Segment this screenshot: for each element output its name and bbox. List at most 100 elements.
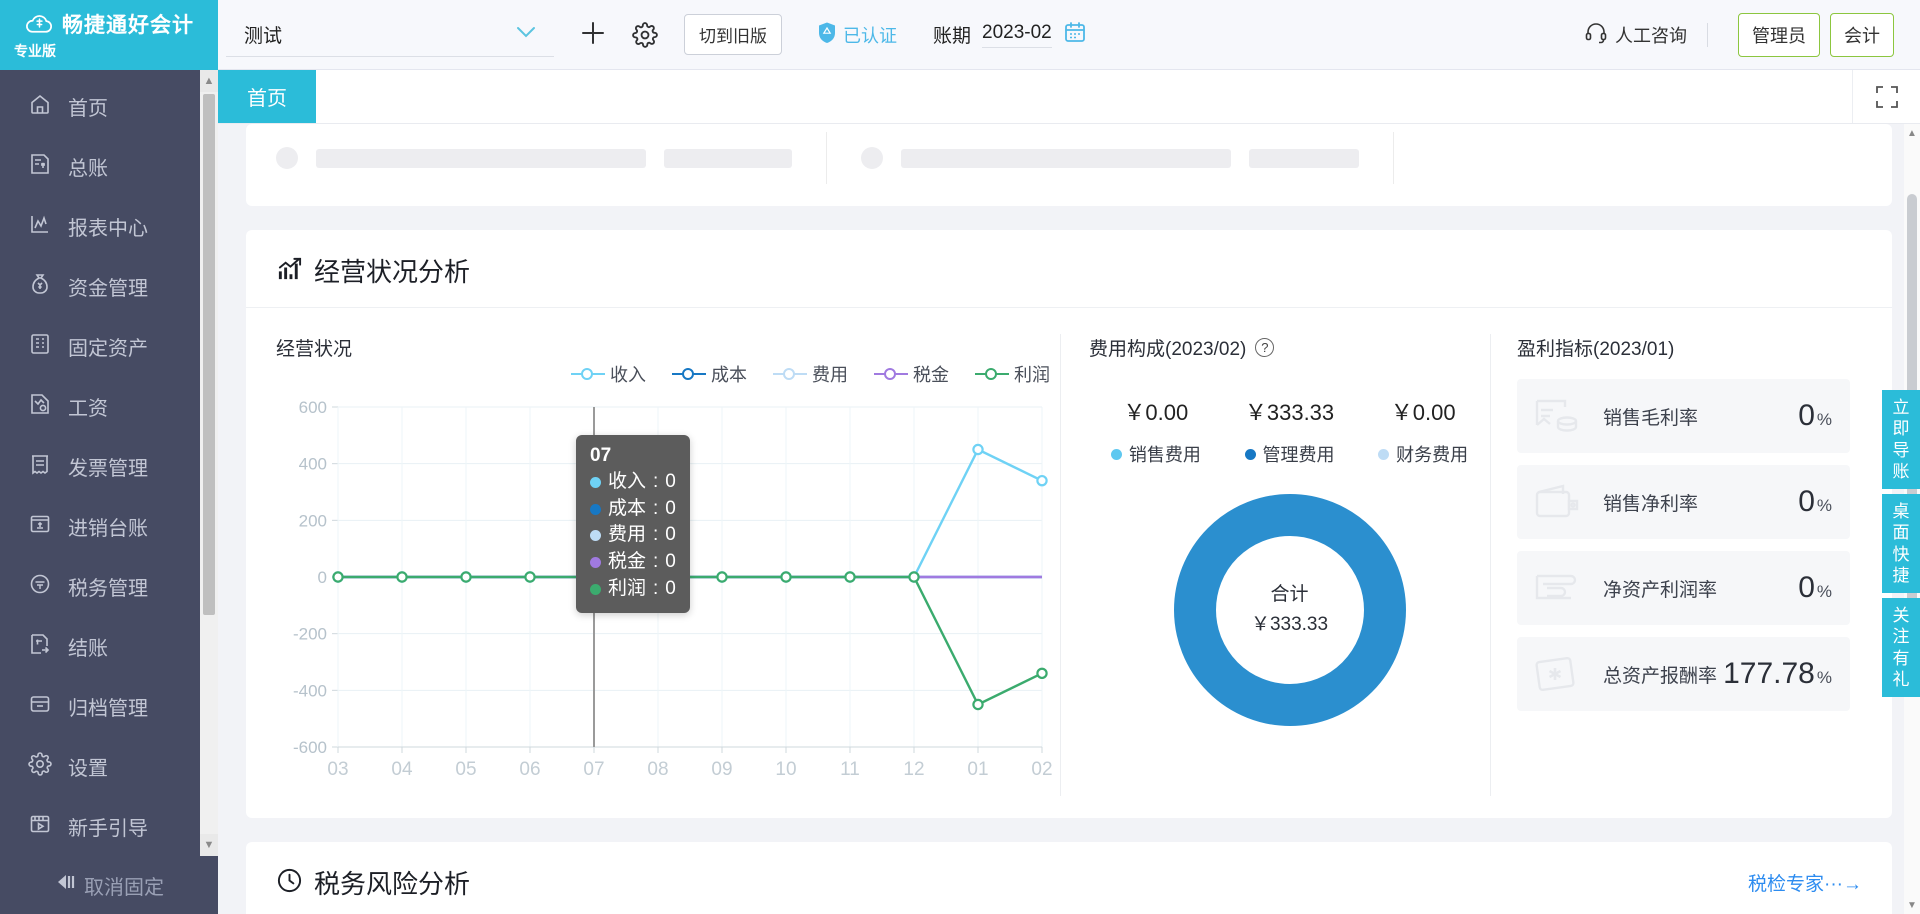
tab-home[interactable]: 首页 — [218, 70, 316, 123]
fullscreen-icon[interactable] — [1852, 70, 1920, 123]
tab-strip: 首页 — [218, 70, 1920, 124]
sidebar-item-label: 归档管理 — [68, 697, 148, 720]
sidebar-item-invoice[interactable]: 发票管理 — [0, 436, 218, 496]
placeholder-group — [276, 147, 792, 169]
float-button-follow-gift[interactable]: 关注 有礼 — [1882, 598, 1920, 697]
placeholder-group — [861, 147, 1359, 169]
sidebar-item-home[interactable]: 首页 — [0, 76, 218, 136]
tooltip-dot-icon — [590, 503, 601, 515]
sidebar-item-label: 进销台账 — [68, 517, 148, 540]
placeholder-bar — [901, 148, 1231, 168]
expense-label: 财务费用 — [1396, 445, 1469, 465]
tooltip-dot-icon — [590, 476, 601, 488]
sidebar-item-funds[interactable]: 资金管理 — [0, 256, 218, 316]
header-divider — [1707, 22, 1708, 47]
profit-row-net-margin[interactable]: 销售净利率 0 % — [1517, 465, 1850, 539]
float-button-line2: 有礼 — [1892, 648, 1910, 689]
donut-chart[interactable]: 合计 ￥333.33 — [1089, 485, 1490, 735]
tab-strip-spacer — [316, 70, 1852, 123]
svg-text:11: 11 — [840, 759, 860, 780]
placeholder-avatar — [861, 147, 883, 169]
page-title: 经营状况分析 — [314, 257, 471, 287]
scroll-down-arrow-icon[interactable]: ▼ — [200, 834, 218, 856]
sidebar-item-reports[interactable]: 报表中心 — [0, 196, 218, 256]
donut-total-value: ￥333.33 — [1250, 614, 1329, 635]
question-mark-icon[interactable]: ? — [1255, 338, 1275, 357]
profit-row-gross-margin[interactable]: 销售毛利率 0 % — [1517, 379, 1850, 453]
collapse-sidebar-label: 取消固定 — [84, 876, 164, 899]
tooltip-value: 0 — [665, 524, 676, 546]
legend-item-revenue[interactable]: 收入 — [571, 361, 646, 387]
legend-item-tax[interactable]: 税金 — [874, 361, 949, 387]
sidebar-scrollbar[interactable]: ▲ ▼ — [200, 70, 218, 856]
svg-text:0: 0 — [318, 568, 327, 587]
tax-risk-title: 税务风险分析 — [314, 869, 471, 899]
legend-item-cost[interactable]: 成本 — [672, 361, 747, 387]
line-chart[interactable]: 600 400 200 0 -200 -400 -600 03 04 05 06 07 08 09 10 11… — [276, 391, 1060, 796]
profit-row-label: 净资产利润率 — [1603, 579, 1718, 601]
profit-row-asset-return[interactable]: 总资产报酬率 177.78 % — [1517, 637, 1850, 711]
legend-item-expense[interactable]: 费用 — [773, 361, 848, 387]
float-button-import[interactable]: 立即 导账 — [1882, 390, 1920, 489]
profit-row-unit: % — [1816, 410, 1832, 429]
sidebar-scroll-thumb[interactable] — [203, 94, 215, 615]
tooltip-axis-label: 07 — [590, 445, 612, 466]
role-accountant-button[interactable]: 会计 — [1830, 12, 1894, 57]
profit-row-equity-return[interactable]: 净资产利润率 0 % — [1517, 551, 1850, 625]
account-book-selector[interactable]: 测试 — [226, 13, 554, 57]
legend-marker-icon — [874, 367, 908, 381]
sidebar-item-guide[interactable]: 新手引导 — [0, 796, 218, 856]
svg-text:04: 04 — [391, 759, 413, 780]
tooltip-dot-icon — [590, 583, 601, 595]
sidebar-item-inventory[interactable]: 进销台账 — [0, 496, 218, 556]
placeholder-bar — [316, 148, 646, 168]
collapse-sidebar-button[interactable]: 取消固定 — [0, 856, 218, 914]
switch-old-version-button[interactable]: 切到旧版 — [684, 14, 782, 55]
tax-expert-link[interactable]: 税检专家···→ — [1748, 874, 1862, 895]
brand-edition: 专业版 — [14, 42, 56, 59]
scroll-up-arrow-icon[interactable]: ▲ — [200, 70, 218, 92]
plus-icon[interactable] — [580, 20, 606, 50]
tooltip-name: 成本 — [608, 497, 647, 519]
page-scroll-down-icon[interactable]: ▼ — [1907, 899, 1917, 911]
support-button[interactable]: 人工咨询 — [1584, 20, 1687, 49]
legend-item-profit[interactable]: 利润 — [975, 361, 1050, 387]
expense-label-wrap: 管理费用 — [1223, 441, 1357, 467]
float-button-desktop-shortcut[interactable]: 桌面 快捷 — [1882, 494, 1920, 593]
legend-label: 收入 — [610, 365, 646, 385]
sidebar-item-payroll[interactable]: 工资 — [0, 376, 218, 436]
tooltip-value: 0 — [665, 577, 676, 599]
pin-collapse-icon — [54, 873, 80, 897]
tooltip-name: 费用 — [608, 524, 647, 546]
calendar-icon[interactable] — [1063, 20, 1087, 49]
svg-text:07: 07 — [583, 759, 604, 780]
expense-item: ￥0.00 销售费用 — [1089, 395, 1223, 467]
period-value[interactable]: 2023-02 — [982, 22, 1052, 48]
donut-total-label: 合计 — [1270, 583, 1309, 605]
gear-icon[interactable] — [632, 21, 658, 48]
profit-row-label: 销售净利率 — [1603, 493, 1699, 515]
profit-row-value: 177.78 — [1723, 657, 1815, 690]
chart-tooltip: 07 收入: 0 成本: 0 — [576, 435, 690, 614]
net-margin-icon — [1529, 474, 1585, 530]
floating-action-buttons: 立即 导账 桌面 快捷 关注 有礼 — [1882, 390, 1920, 702]
float-button-line1: 关注 — [1892, 606, 1910, 647]
page-scroll-up-icon[interactable]: ▲ — [1907, 127, 1917, 139]
profitability-list: 销售毛利率 0 % — [1517, 379, 1850, 711]
sidebar-item-fixed-assets[interactable]: 固定资产 — [0, 316, 218, 376]
placeholder-divider — [826, 132, 827, 184]
expense-amount: ￥0.00 — [1390, 400, 1456, 425]
sidebar-item-archive[interactable]: 归档管理 — [0, 676, 218, 736]
sidebar-item-settings[interactable]: 设置 — [0, 736, 218, 796]
donut-center-text: 合计 ￥333.33 — [1251, 580, 1328, 641]
ledger-icon — [28, 152, 52, 181]
report-chart-icon — [28, 212, 52, 241]
sidebar-item-closing[interactable]: 结账 — [0, 616, 218, 676]
certified-badge[interactable]: 已认证 — [816, 21, 897, 49]
sidebar-item-tax[interactable]: 税务管理 — [0, 556, 218, 616]
sidebar-item-ledger[interactable]: 总账 — [0, 136, 218, 196]
tooltip-dot-icon — [590, 556, 601, 568]
role-admin-button[interactable]: 管理员 — [1738, 12, 1820, 57]
expense-label-wrap: 财务费用 — [1356, 441, 1490, 467]
profit-row-value-wrap: 0 % — [1798, 399, 1832, 433]
